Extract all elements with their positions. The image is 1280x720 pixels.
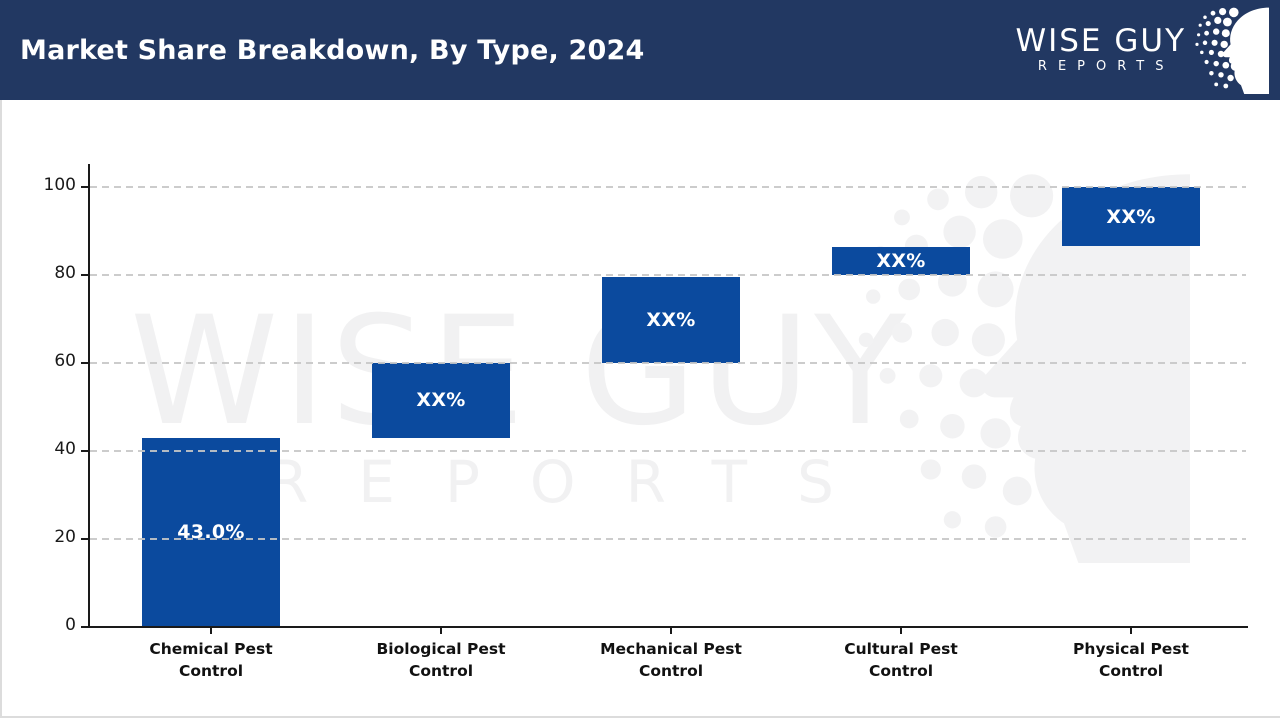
y-tick-label: 40 <box>54 439 76 459</box>
y-tick-mark <box>81 538 88 540</box>
gridline <box>90 450 1246 452</box>
category-label: Physical Pest Control <box>1073 640 1189 680</box>
y-tick-mark <box>81 274 88 276</box>
y-tick-label: 100 <box>43 175 76 195</box>
y-axis-line <box>88 164 90 628</box>
gridline <box>90 274 1246 276</box>
bar-value-label: 43.0% <box>177 521 245 544</box>
x-tick-mark <box>440 627 442 634</box>
y-tick-mark <box>81 450 88 452</box>
bar-value-label: XX% <box>416 389 466 412</box>
category-label: Mechanical Pest Control <box>600 640 742 680</box>
x-tick-mark <box>210 627 212 634</box>
logo-text: WISE GUY REPORTS <box>1015 24 1186 76</box>
bar-value-label: XX% <box>646 309 696 332</box>
wise-guy-logo: WISE GUY REPORTS <box>1015 6 1270 94</box>
watermark-wordmark: WISE GUY <box>130 285 910 459</box>
logo-face-icon <box>1195 7 1269 94</box>
y-tick-mark <box>81 186 88 188</box>
y-tick-label: 0 <box>65 615 76 635</box>
y-tick-mark <box>81 626 88 628</box>
y-tick-label: 80 <box>54 263 76 283</box>
x-tick-mark <box>670 627 672 634</box>
bar: XX% <box>1062 187 1200 247</box>
watermark-subtitle: REPORTS <box>268 448 884 516</box>
page-title: Market Share Breakdown, By Type, 2024 <box>20 34 645 66</box>
bar-value-label: XX% <box>1106 205 1156 228</box>
header: Market Share Breakdown, By Type, 2024 WI… <box>0 0 1280 100</box>
category-label: Chemical Pest Control <box>149 640 273 680</box>
gridline <box>90 538 1246 540</box>
y-tick-mark <box>81 362 88 364</box>
x-axis-line <box>88 626 1248 628</box>
gridline <box>90 362 1246 364</box>
bar-value-label: XX% <box>876 250 926 273</box>
x-tick-mark <box>1130 627 1132 634</box>
y-tick-label: 20 <box>54 527 76 547</box>
bar: XX% <box>832 247 970 275</box>
bar: XX% <box>602 277 740 363</box>
logo-wordmark: WISE GUY <box>1015 23 1186 59</box>
bar: XX% <box>372 363 510 438</box>
category-label: Cultural Pest Control <box>844 640 958 680</box>
logo-subtitle: REPORTS <box>1037 59 1175 74</box>
x-tick-mark <box>900 627 902 634</box>
bar: 43.0% <box>142 437 280 627</box>
y-tick-label: 60 <box>54 351 76 371</box>
gridline <box>90 186 1246 188</box>
category-label: Biological Pest Control <box>376 640 506 680</box>
